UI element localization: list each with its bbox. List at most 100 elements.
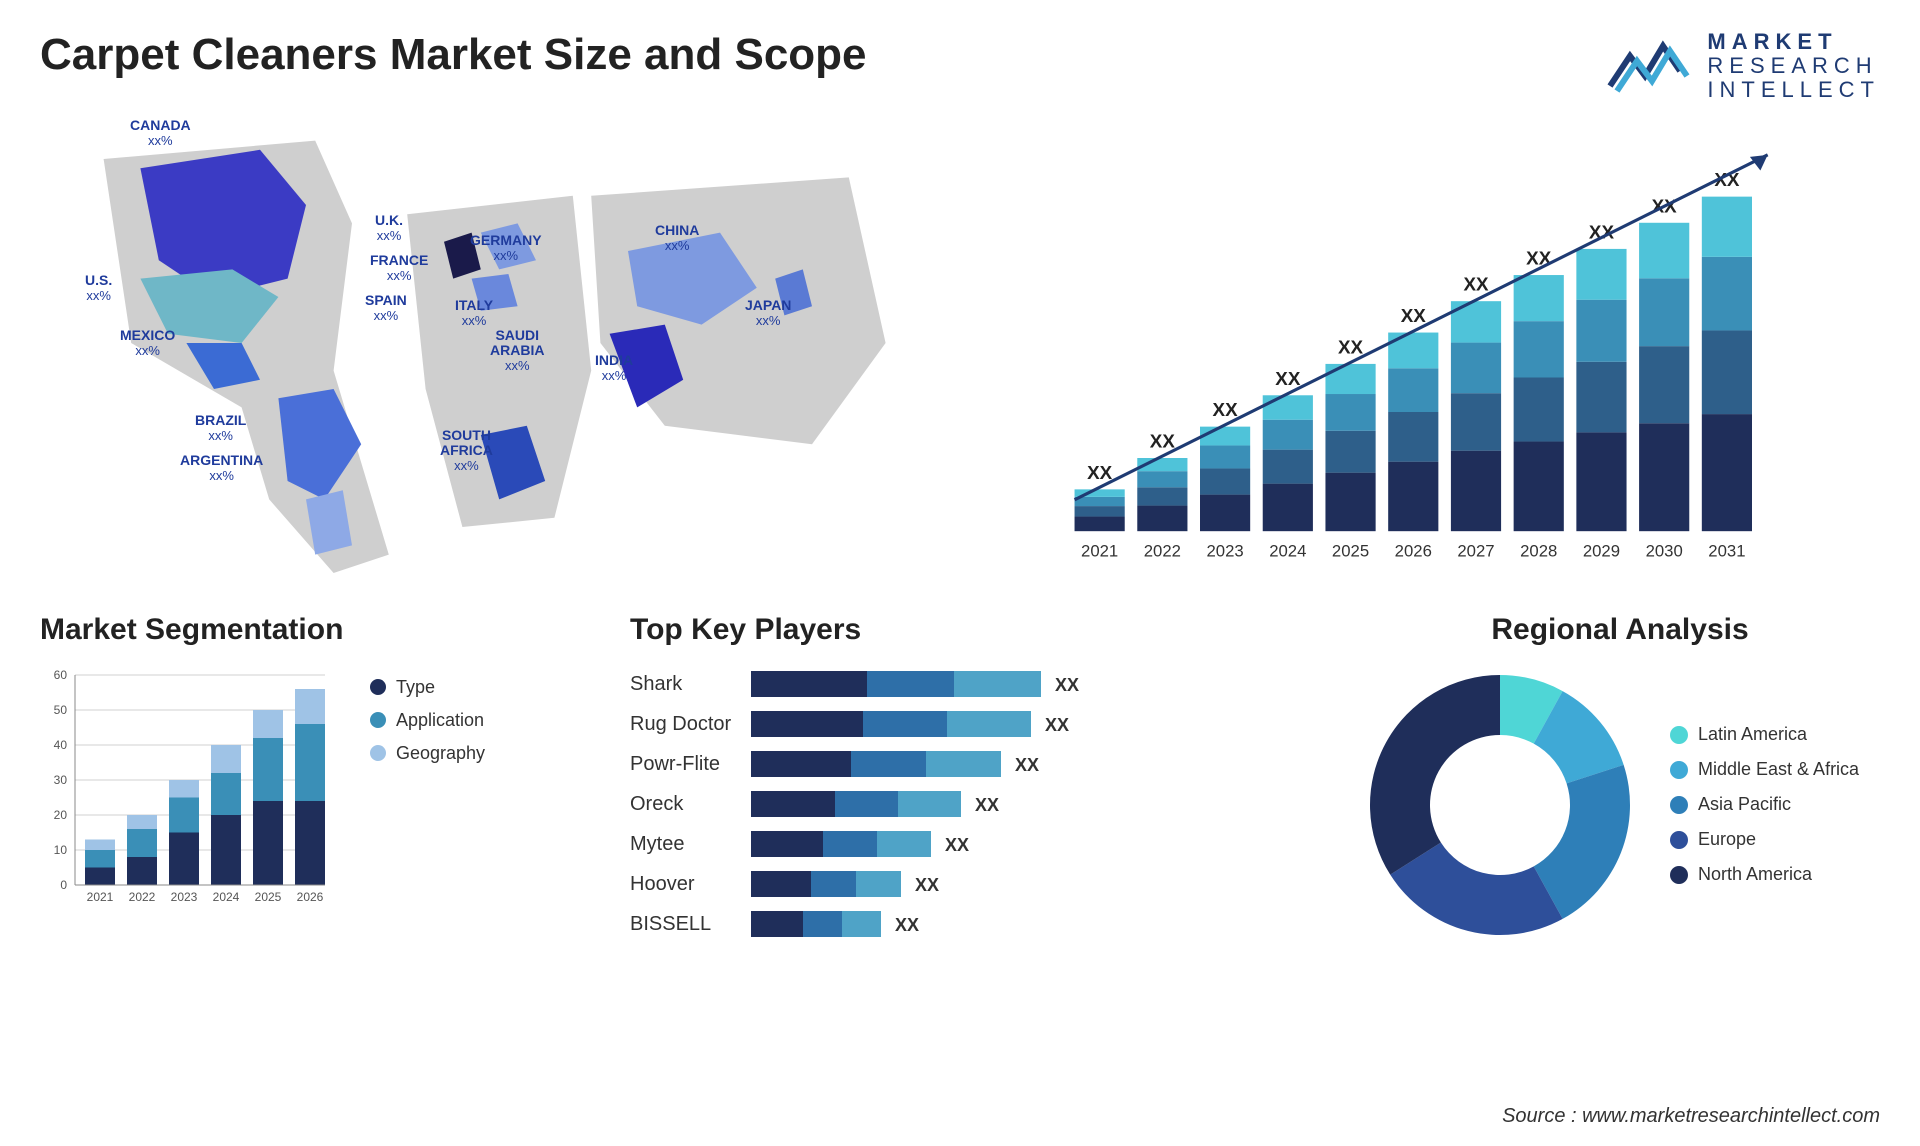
svg-text:XX: XX bbox=[1401, 305, 1427, 326]
svg-text:2027: 2027 bbox=[1457, 541, 1494, 560]
svg-text:2024: 2024 bbox=[213, 890, 240, 904]
svg-text:XX: XX bbox=[1213, 399, 1239, 420]
map-label: ITALYxx% bbox=[455, 298, 493, 329]
svg-text:2021: 2021 bbox=[1081, 541, 1118, 560]
map-label: SPAINxx% bbox=[365, 293, 407, 324]
svg-text:2025: 2025 bbox=[255, 890, 282, 904]
legend-dot bbox=[1670, 866, 1688, 884]
regional-title: Regional Analysis bbox=[1360, 613, 1880, 647]
map-label: FRANCExx% bbox=[370, 253, 428, 284]
legend-dot bbox=[1670, 831, 1688, 849]
legend-item: Application bbox=[370, 710, 485, 731]
svg-text:XX: XX bbox=[1150, 430, 1176, 451]
legend-item: Europe bbox=[1670, 829, 1859, 850]
svg-text:2029: 2029 bbox=[1583, 541, 1620, 560]
map-label: CANADAxx% bbox=[130, 118, 191, 149]
legend-label: Europe bbox=[1698, 829, 1756, 850]
logo-icon bbox=[1605, 31, 1695, 101]
key-players-title: Top Key Players bbox=[630, 613, 1330, 647]
svg-text:2022: 2022 bbox=[1144, 541, 1181, 560]
player-name: Hoover bbox=[630, 873, 731, 896]
regional-donut-svg bbox=[1360, 665, 1640, 945]
map-label: SAUDIARABIAxx% bbox=[490, 328, 544, 374]
legend-dot bbox=[1670, 726, 1688, 744]
regional-block: Regional Analysis Latin America Middle Ea… bbox=[1360, 613, 1880, 945]
svg-text:XX: XX bbox=[1275, 367, 1301, 388]
svg-text:2022: 2022 bbox=[129, 890, 156, 904]
svg-text:2025: 2025 bbox=[1332, 541, 1369, 560]
svg-text:2023: 2023 bbox=[1206, 541, 1243, 560]
svg-text:2030: 2030 bbox=[1646, 541, 1683, 560]
map-label: INDIAxx% bbox=[595, 353, 633, 384]
svg-text:0: 0 bbox=[60, 878, 67, 892]
top-row: CANADAxx% U.S.xx% MEXICOxx% BRAZILxx% ARGENT… bbox=[40, 113, 1880, 573]
svg-text:2031: 2031 bbox=[1708, 541, 1745, 560]
player-name: Powr-Flite bbox=[630, 753, 731, 776]
legend-item: North America bbox=[1670, 864, 1859, 885]
world-map: CANADAxx% U.S.xx% MEXICOxx% BRAZILxx% ARGENT… bbox=[40, 113, 940, 573]
svg-text:XX: XX bbox=[945, 835, 969, 855]
player-name: BISSELL bbox=[630, 913, 731, 936]
legend-item: Geography bbox=[370, 743, 485, 764]
key-players-block: Top Key Players Shark Rug Doctor Powr-Flit… bbox=[630, 613, 1330, 945]
legend-label: North America bbox=[1698, 864, 1812, 885]
main-bar-chart-svg: XX2021XX2022XX2023XX2024XX2025XX2026XX20… bbox=[980, 113, 1880, 573]
svg-text:2021: 2021 bbox=[87, 890, 114, 904]
key-players-chart-svg: XXXXXXXXXXXXXX bbox=[751, 665, 1151, 945]
player-name: Shark bbox=[630, 673, 731, 696]
svg-text:2026: 2026 bbox=[297, 890, 324, 904]
map-label: JAPANxx% bbox=[745, 298, 791, 329]
segmentation-title: Market Segmentation bbox=[40, 613, 600, 647]
bottom-row: Market Segmentation 0 10 20 30 40 50 60 2021 20… bbox=[40, 613, 1880, 945]
legend-item: Type bbox=[370, 677, 485, 698]
map-label: SOUTHAFRICAxx% bbox=[440, 428, 493, 474]
legend-label: Latin America bbox=[1698, 724, 1807, 745]
svg-text:30: 30 bbox=[54, 773, 68, 787]
source-attribution: Source : www.marketresearchintellect.com bbox=[1502, 1105, 1880, 1128]
segmentation-legend: Type Application Geography bbox=[370, 665, 485, 925]
svg-text:XX: XX bbox=[915, 875, 939, 895]
svg-text:XX: XX bbox=[975, 795, 999, 815]
map-label: U.S.xx% bbox=[85, 273, 112, 304]
legend-dot bbox=[1670, 796, 1688, 814]
svg-text:XX: XX bbox=[1463, 273, 1489, 294]
player-name: Rug Doctor bbox=[630, 713, 731, 736]
map-label: ARGENTINAxx% bbox=[180, 453, 263, 484]
legend-label: Geography bbox=[396, 743, 485, 764]
svg-text:40: 40 bbox=[54, 738, 68, 752]
legend-dot bbox=[1670, 761, 1688, 779]
key-players-labels: SharkRug DoctorPowr-FliteOreckMyteeHoove… bbox=[630, 665, 731, 945]
svg-text:XX: XX bbox=[895, 915, 919, 935]
svg-text:10: 10 bbox=[54, 843, 68, 857]
legend-label: Middle East & Africa bbox=[1698, 759, 1859, 780]
svg-text:2023: 2023 bbox=[171, 890, 198, 904]
svg-text:XX: XX bbox=[1338, 336, 1364, 357]
map-label: BRAZILxx% bbox=[195, 413, 246, 444]
map-label: U.K.xx% bbox=[375, 213, 403, 244]
legend-dot bbox=[370, 679, 386, 695]
legend-item: Latin America bbox=[1670, 724, 1859, 745]
map-label: MEXICOxx% bbox=[120, 328, 175, 359]
svg-text:60: 60 bbox=[54, 668, 68, 682]
svg-text:50: 50 bbox=[54, 703, 68, 717]
svg-text:2028: 2028 bbox=[1520, 541, 1557, 560]
svg-text:XX: XX bbox=[1055, 675, 1079, 695]
map-label: CHINAxx% bbox=[655, 223, 699, 254]
logo-text: MARKET RESEARCH INTELLECT bbox=[1707, 30, 1880, 103]
legend-label: Application bbox=[396, 710, 484, 731]
legend-label: Type bbox=[396, 677, 435, 698]
legend-item: Middle East & Africa bbox=[1670, 759, 1859, 780]
legend-dot bbox=[370, 712, 386, 728]
map-label: GERMANYxx% bbox=[470, 233, 542, 264]
page-title: Carpet Cleaners Market Size and Scope bbox=[40, 30, 867, 80]
svg-text:XX: XX bbox=[1087, 461, 1113, 482]
player-name: Oreck bbox=[630, 793, 731, 816]
regional-legend: Latin America Middle East & Africa Asia Pa… bbox=[1670, 710, 1859, 899]
segmentation-block: Market Segmentation 0 10 20 30 40 50 60 2021 20… bbox=[40, 613, 600, 945]
header: Carpet Cleaners Market Size and Scope MA… bbox=[40, 30, 1880, 103]
legend-label: Asia Pacific bbox=[1698, 794, 1791, 815]
svg-text:2026: 2026 bbox=[1395, 541, 1432, 560]
svg-text:20: 20 bbox=[54, 808, 68, 822]
brand-logo: MARKET RESEARCH INTELLECT bbox=[1605, 30, 1880, 103]
svg-text:XX: XX bbox=[1015, 755, 1039, 775]
